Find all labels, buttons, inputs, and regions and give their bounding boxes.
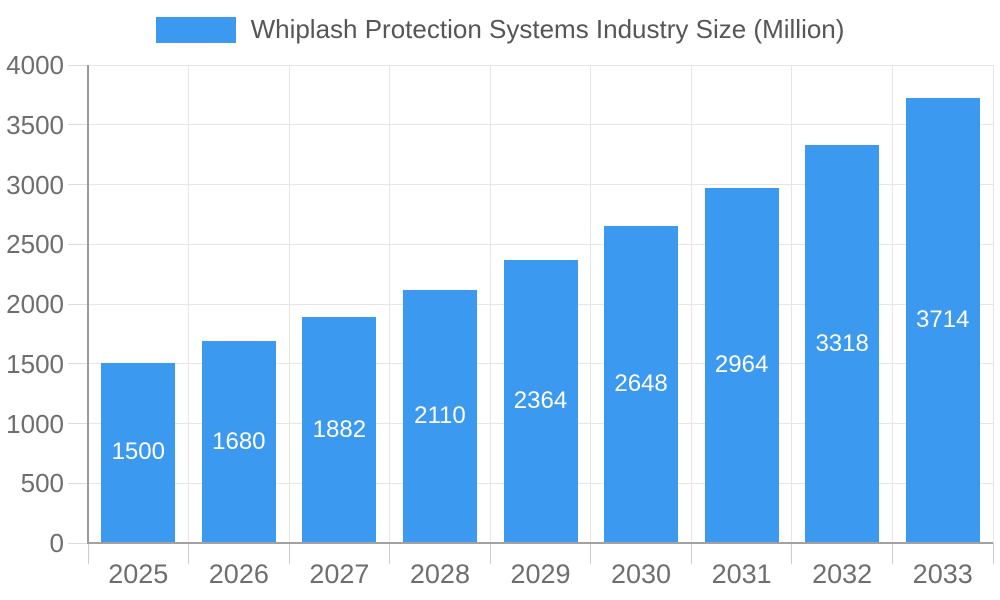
x-tick xyxy=(288,543,290,564)
y-tick xyxy=(68,482,88,484)
y-tick xyxy=(68,363,88,365)
bar-value-label: 2110 xyxy=(414,401,466,429)
x-tick xyxy=(791,543,793,564)
x-gridline xyxy=(389,65,391,543)
y-tick-label: 1500 xyxy=(6,348,64,379)
x-tick xyxy=(891,543,893,564)
bar-value-label: 3714 xyxy=(916,306,970,334)
bar[interactable]: 2964 xyxy=(704,187,779,542)
y-tick-label: 4000 xyxy=(6,50,64,80)
bar[interactable]: 1680 xyxy=(201,341,276,542)
bar[interactable]: 3318 xyxy=(805,145,880,542)
y-tick xyxy=(68,542,88,544)
legend-swatch-icon xyxy=(155,16,236,43)
x-tick-label: 2028 xyxy=(409,559,470,589)
y-axis-line xyxy=(87,65,89,543)
x-tick xyxy=(690,543,692,564)
y-tick-label: 0 xyxy=(49,528,64,558)
y-tick-label: 2000 xyxy=(6,289,64,319)
x-tick xyxy=(188,543,190,564)
bar[interactable]: 2364 xyxy=(503,259,578,542)
y-gridline xyxy=(88,124,993,126)
legend[interactable]: Whiplash Protection Systems Industry Siz… xyxy=(0,14,1000,45)
y-tick xyxy=(68,243,88,245)
legend-label: Whiplash Protection Systems Industry Siz… xyxy=(250,14,845,44)
y-tick-label: 500 xyxy=(20,468,64,499)
bar-value-label: 2364 xyxy=(513,386,568,414)
y-gridline xyxy=(88,64,993,66)
y-tick xyxy=(68,64,88,66)
bar[interactable]: 1500 xyxy=(101,362,176,542)
x-tick-label: 2026 xyxy=(208,559,269,589)
x-tick-label: 2033 xyxy=(912,559,973,589)
x-gridline xyxy=(690,65,692,543)
x-gridline xyxy=(489,65,491,543)
bar[interactable]: 2110 xyxy=(402,289,477,542)
y-tick-label: 1000 xyxy=(6,408,64,439)
bar-value-label: 2648 xyxy=(614,369,668,397)
bar-value-label: 1500 xyxy=(111,438,165,466)
x-gridline xyxy=(791,65,793,543)
y-tick xyxy=(68,124,88,126)
y-gridline xyxy=(88,184,993,185)
y-tick-label: 3000 xyxy=(6,169,64,200)
y-tick-label: 2500 xyxy=(6,229,64,260)
x-tick-label: 2032 xyxy=(812,559,873,589)
x-gridline xyxy=(188,65,190,543)
x-tick-label: 2029 xyxy=(510,559,571,589)
x-tick-label: 2031 xyxy=(711,559,772,589)
bar[interactable]: 1882 xyxy=(302,317,377,542)
bar-value-label: 1882 xyxy=(312,415,367,443)
bar-value-label: 2964 xyxy=(714,350,769,378)
x-tick-label: 2030 xyxy=(611,559,672,589)
x-tick xyxy=(590,543,592,564)
x-tick xyxy=(992,543,994,564)
x-gridline xyxy=(891,65,893,543)
x-tick xyxy=(489,543,491,564)
y-tick xyxy=(68,423,88,424)
bar-value-label: 1680 xyxy=(212,427,266,455)
y-tick xyxy=(68,184,88,185)
y-gridline xyxy=(88,243,993,245)
x-tick xyxy=(389,543,391,564)
x-tick xyxy=(87,543,89,564)
x-gridline xyxy=(288,65,290,543)
x-tick-label: 2025 xyxy=(108,559,169,589)
x-gridline xyxy=(590,65,592,543)
bar[interactable]: 2648 xyxy=(604,225,679,542)
bar-value-label: 3318 xyxy=(815,329,869,357)
x-tick-label: 2027 xyxy=(309,559,370,589)
x-axis-line xyxy=(87,542,993,544)
y-tick-label: 3500 xyxy=(6,109,64,140)
x-gridline xyxy=(992,65,994,543)
bar[interactable]: 3714 xyxy=(905,98,980,542)
y-tick xyxy=(68,303,88,305)
